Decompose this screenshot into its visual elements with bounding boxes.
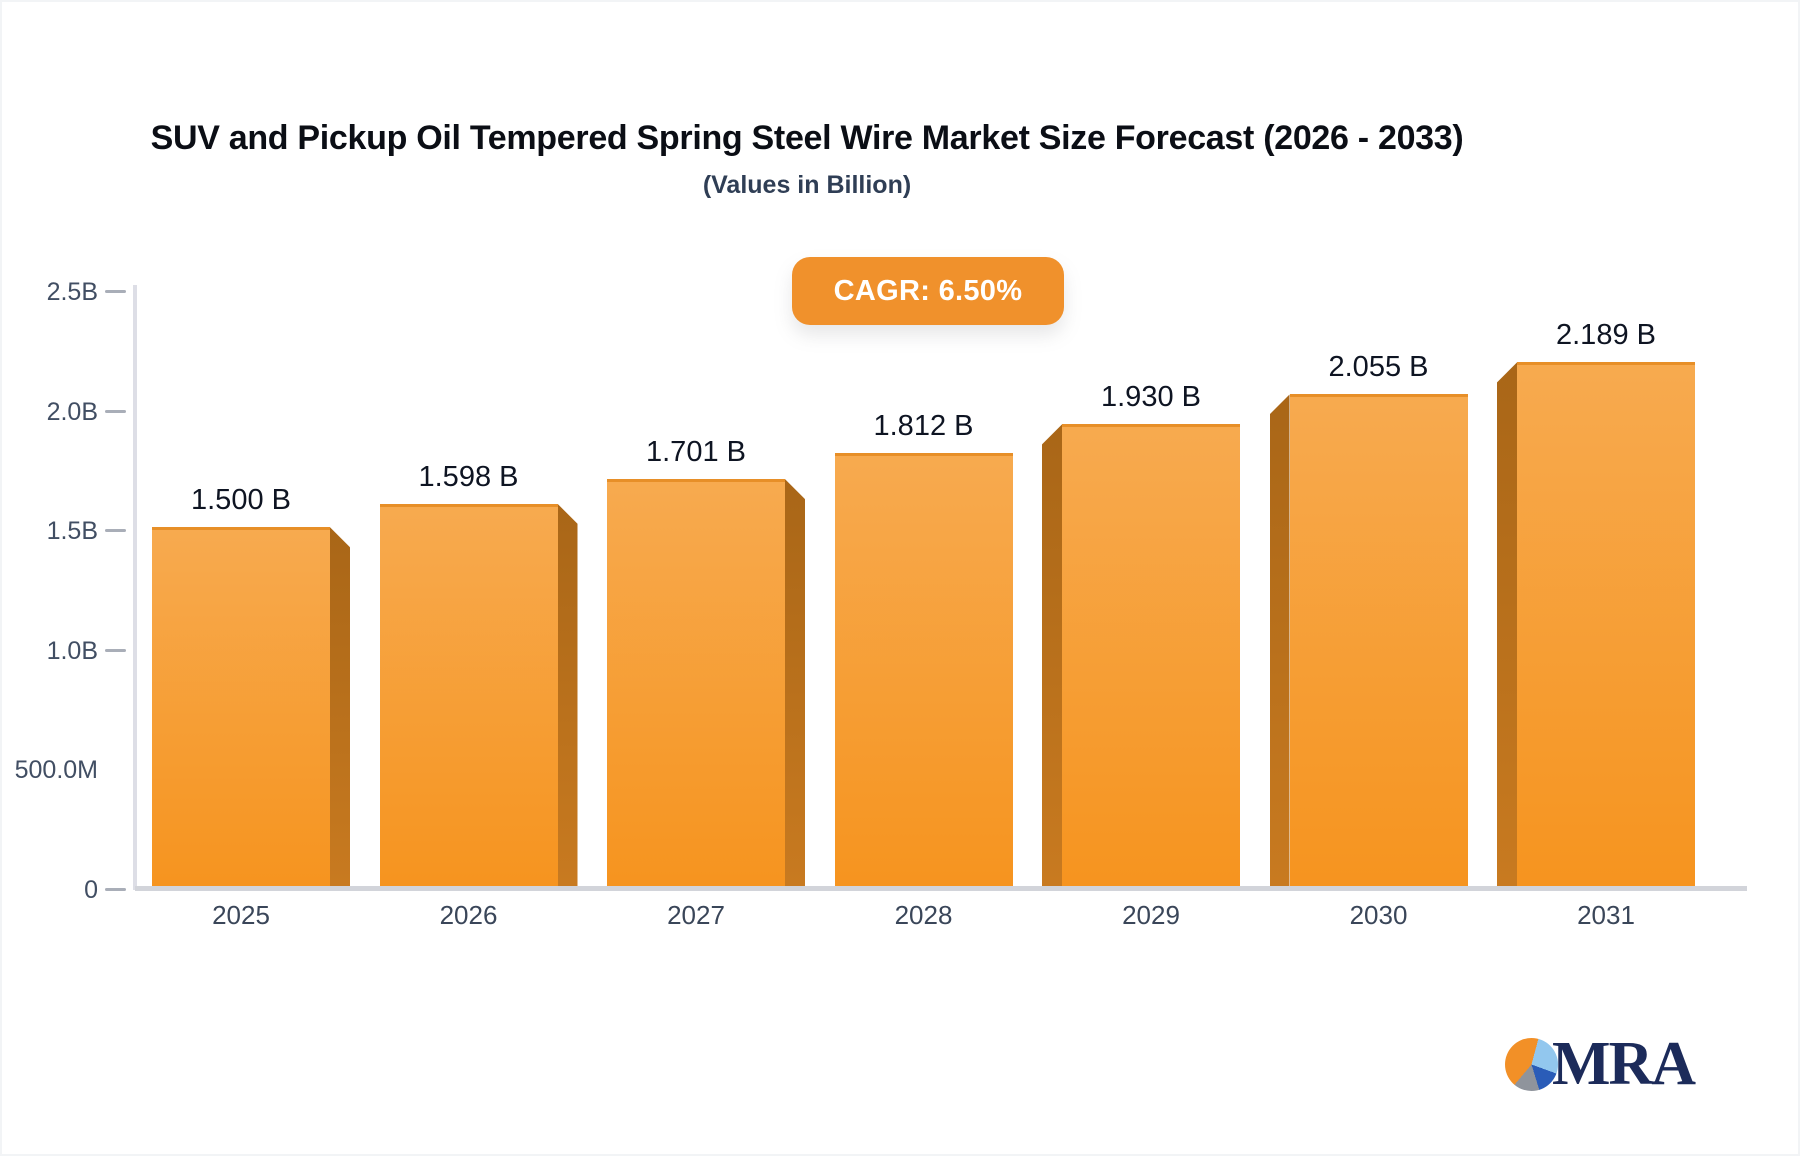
y-tick-label-0: 0 xyxy=(84,876,98,904)
bar-2027 xyxy=(607,479,785,886)
bar-2026 xyxy=(379,503,558,886)
x-axis-label-2027: 2027 xyxy=(667,900,725,930)
y-tick-label-1.0B: 1.0B xyxy=(46,636,98,665)
mra-logo: MRA xyxy=(1505,1030,1696,1098)
x-axis-baseline xyxy=(135,886,1747,891)
bar-value-label-2031: 2.189 B xyxy=(1556,319,1656,352)
chart-subtitle: (Values in Billion) xyxy=(702,170,912,199)
y-tick-mark xyxy=(105,888,126,891)
bar-3d-side-2025 xyxy=(330,527,350,886)
bar-value-label-2030: 2.055 B xyxy=(1328,351,1429,384)
x-axis-label-2026: 2026 xyxy=(439,900,498,930)
y-axis-line xyxy=(133,285,137,890)
bar-value-label-2026: 1.598 B xyxy=(418,460,519,493)
y-tick-label-2.0B: 2.0B xyxy=(46,397,98,426)
bar-3d-side-2026 xyxy=(557,503,578,886)
y-tick-mark xyxy=(105,290,126,293)
y-tick-mark xyxy=(105,529,126,533)
y-tick-label-500.0M: 500.0M xyxy=(14,756,98,785)
bar-2028 xyxy=(834,452,1013,886)
x-axis-label-2028: 2028 xyxy=(894,900,953,930)
bar-3d-side-2029 xyxy=(1042,424,1062,886)
bar-2025 xyxy=(152,527,330,886)
bar-3d-side-2031 xyxy=(1497,362,1517,886)
x-axis-label-2025: 2025 xyxy=(212,900,270,930)
cagr-badge-label: CAGR: 6.50% xyxy=(833,274,1023,307)
y-tick-mark xyxy=(105,648,126,652)
bar-value-label-2029: 1.930 B xyxy=(1101,381,1201,414)
bar-value-label-2025: 1.500 B xyxy=(191,484,291,517)
bar-3d-side-2030 xyxy=(1269,394,1290,886)
chart-title: SUV and Pickup Oil Tempered Spring Steel… xyxy=(150,118,1464,157)
y-tick-label-2.5B: 2.5B xyxy=(46,278,98,306)
bar-2029 xyxy=(1062,424,1240,886)
cagr-badge: CAGR: 6.50% xyxy=(792,257,1064,325)
bar-2031 xyxy=(1517,362,1695,886)
x-axis-label-2029: 2029 xyxy=(1122,900,1180,930)
y-tick-mark xyxy=(105,409,126,413)
x-axis-label-2030: 2030 xyxy=(1349,900,1408,930)
logo-text: MRA xyxy=(1552,1030,1696,1098)
x-axis-label-2031: 2031 xyxy=(1577,900,1635,930)
pie-chart-icon xyxy=(1505,1038,1558,1091)
bar-3d-side-2027 xyxy=(785,479,805,886)
bar-value-label-2028: 1.812 B xyxy=(873,409,974,442)
y-tick-label-1.5B: 1.5B xyxy=(46,517,98,546)
bar-value-label-2027: 1.701 B xyxy=(646,436,746,469)
bar-2030 xyxy=(1289,394,1468,886)
